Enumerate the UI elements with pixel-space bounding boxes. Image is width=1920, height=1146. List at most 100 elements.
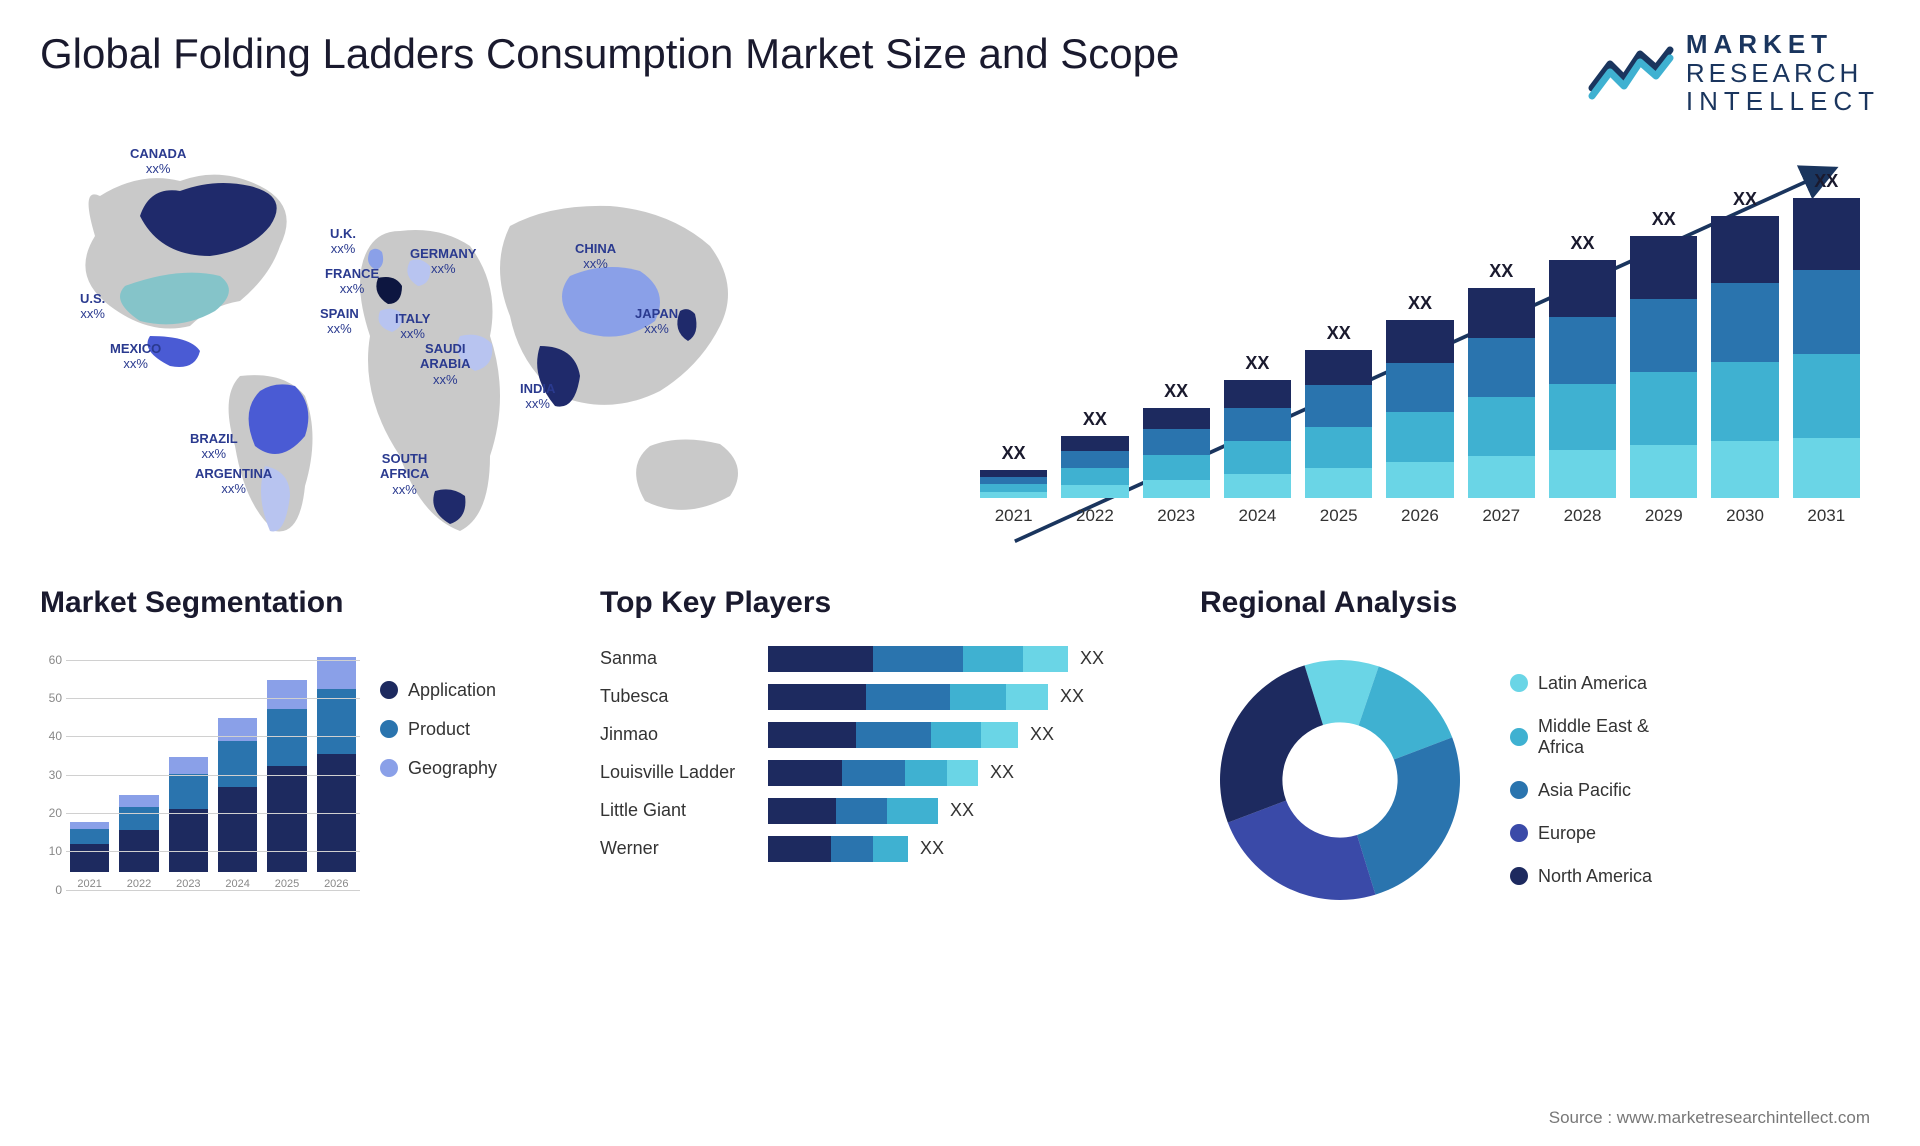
player-value: XX: [1060, 686, 1084, 707]
segmentation-legend: ApplicationProductGeography: [380, 640, 497, 910]
bar-segment: [1468, 288, 1535, 338]
gridline: [66, 698, 360, 699]
bar-value-label: XX: [1652, 209, 1676, 230]
seg-year-label: 2023: [176, 878, 200, 890]
bar-segment: [1468, 397, 1535, 456]
legend-label: North America: [1538, 866, 1652, 887]
market-segmentation-panel: Market Segmentation 20212022202320242025…: [40, 586, 560, 920]
map-country-label: FRANCExx%: [325, 266, 379, 297]
player-name: Werner: [600, 838, 750, 859]
players-title: Top Key Players: [600, 586, 1160, 620]
seg-year-label: 2022: [127, 878, 151, 890]
segmentation-bar-chart: 202120222023202420252026 0102030405060: [40, 640, 360, 910]
bar-segment: [1630, 372, 1697, 445]
bar-segment: [169, 774, 208, 809]
regional-title: Regional Analysis: [1200, 586, 1880, 620]
bar-segment: [931, 722, 981, 748]
y-axis-tick: 40: [40, 729, 62, 743]
market-size-bar-chart: XX2021XX2022XX2023XX2024XX2025XX2026XX20…: [960, 136, 1880, 556]
bar-segment: [1061, 468, 1128, 485]
bar-segment: [70, 829, 109, 844]
map-country-label: SOUTHAFRICAxx%: [380, 451, 429, 498]
map-country-label: GERMANYxx%: [410, 246, 476, 277]
bar-segment: [1143, 480, 1210, 498]
legend-label: Asia Pacific: [1538, 780, 1631, 801]
bar-segment: [1793, 198, 1860, 270]
main-bar-column: XX2026: [1386, 293, 1453, 526]
main-bar-column: XX2023: [1143, 381, 1210, 526]
bar-segment: [963, 646, 1023, 672]
bar-segment: [768, 646, 873, 672]
bar-segment: [980, 477, 1047, 485]
bar-segment: [1305, 385, 1372, 426]
bar-value-label: XX: [1733, 189, 1757, 210]
bar-segment: [1305, 350, 1372, 386]
bar-segment: [1549, 260, 1616, 317]
bar-segment: [768, 684, 866, 710]
y-axis-tick: 0: [40, 883, 62, 897]
main-bar-column: XX2022: [1061, 409, 1128, 526]
bar-segment: [1061, 451, 1128, 468]
seg-bar-column: 2022: [119, 795, 158, 890]
bar-year-label: 2028: [1564, 506, 1602, 526]
legend-swatch-icon: [1510, 781, 1528, 799]
bar-year-label: 2025: [1320, 506, 1358, 526]
bar-segment: [1711, 283, 1778, 362]
player-name: Sanma: [600, 648, 750, 669]
seg-year-label: 2026: [324, 878, 348, 890]
bar-segment: [950, 684, 1006, 710]
player-row: Louisville LadderXX: [600, 760, 1160, 786]
bar-segment: [831, 836, 873, 862]
legend-item: Geography: [380, 758, 497, 779]
bar-segment: [842, 760, 905, 786]
player-bar: [768, 760, 978, 786]
map-country-label: ITALYxx%: [395, 311, 430, 342]
y-axis-tick: 30: [40, 768, 62, 782]
bar-year-label: 2022: [1076, 506, 1114, 526]
bar-year-label: 2024: [1239, 506, 1277, 526]
bar-segment: [1793, 438, 1860, 498]
legend-swatch-icon: [1510, 867, 1528, 885]
bar-segment: [1023, 646, 1068, 672]
player-value: XX: [920, 838, 944, 859]
player-value: XX: [1080, 648, 1104, 669]
legend-item: North America: [1510, 866, 1652, 887]
player-bar: [768, 798, 938, 824]
bar-year-label: 2031: [1807, 506, 1845, 526]
gridline: [66, 736, 360, 737]
gridline: [66, 775, 360, 776]
bar-value-label: XX: [1245, 353, 1269, 374]
map-country-label: CHINAxx%: [575, 241, 616, 272]
map-country-label: CANADAxx%: [130, 146, 186, 177]
key-players-panel: Top Key Players SanmaXXTubescaXXJinmaoXX…: [600, 586, 1160, 920]
y-axis-tick: 50: [40, 691, 62, 705]
player-row: Sanma XX: [600, 646, 1160, 672]
y-axis-tick: 20: [40, 806, 62, 820]
bar-segment: [1061, 485, 1128, 497]
gridline: [66, 660, 360, 661]
main-bar-column: XX2030: [1711, 189, 1778, 526]
legend-item: Product: [380, 719, 497, 740]
bar-segment: [1630, 445, 1697, 497]
donut-slice: [1357, 737, 1460, 894]
logo-text-2: RESEARCH: [1686, 59, 1880, 88]
bar-segment: [768, 836, 831, 862]
map-country-label: SAUDIARABIAxx%: [420, 341, 471, 388]
regional-donut-chart: [1200, 640, 1480, 920]
bar-segment: [218, 787, 257, 871]
bar-segment: [70, 844, 109, 871]
bar-segment: [1630, 299, 1697, 372]
bar-segment: [218, 741, 257, 787]
legend-swatch-icon: [1510, 674, 1528, 692]
player-bar: [768, 684, 1048, 710]
bar-value-label: XX: [1408, 293, 1432, 314]
legend-swatch-icon: [380, 759, 398, 777]
donut-slice: [1220, 665, 1323, 822]
main-bar-column: XX2031: [1793, 171, 1860, 526]
main-bar-column: XX2028: [1549, 233, 1616, 526]
bar-segment: [866, 684, 950, 710]
bar-segment: [1468, 338, 1535, 397]
bar-segment: [1143, 429, 1210, 454]
source-attribution: Source : www.marketresearchintellect.com: [1549, 1108, 1870, 1128]
bar-value-label: XX: [1327, 323, 1351, 344]
